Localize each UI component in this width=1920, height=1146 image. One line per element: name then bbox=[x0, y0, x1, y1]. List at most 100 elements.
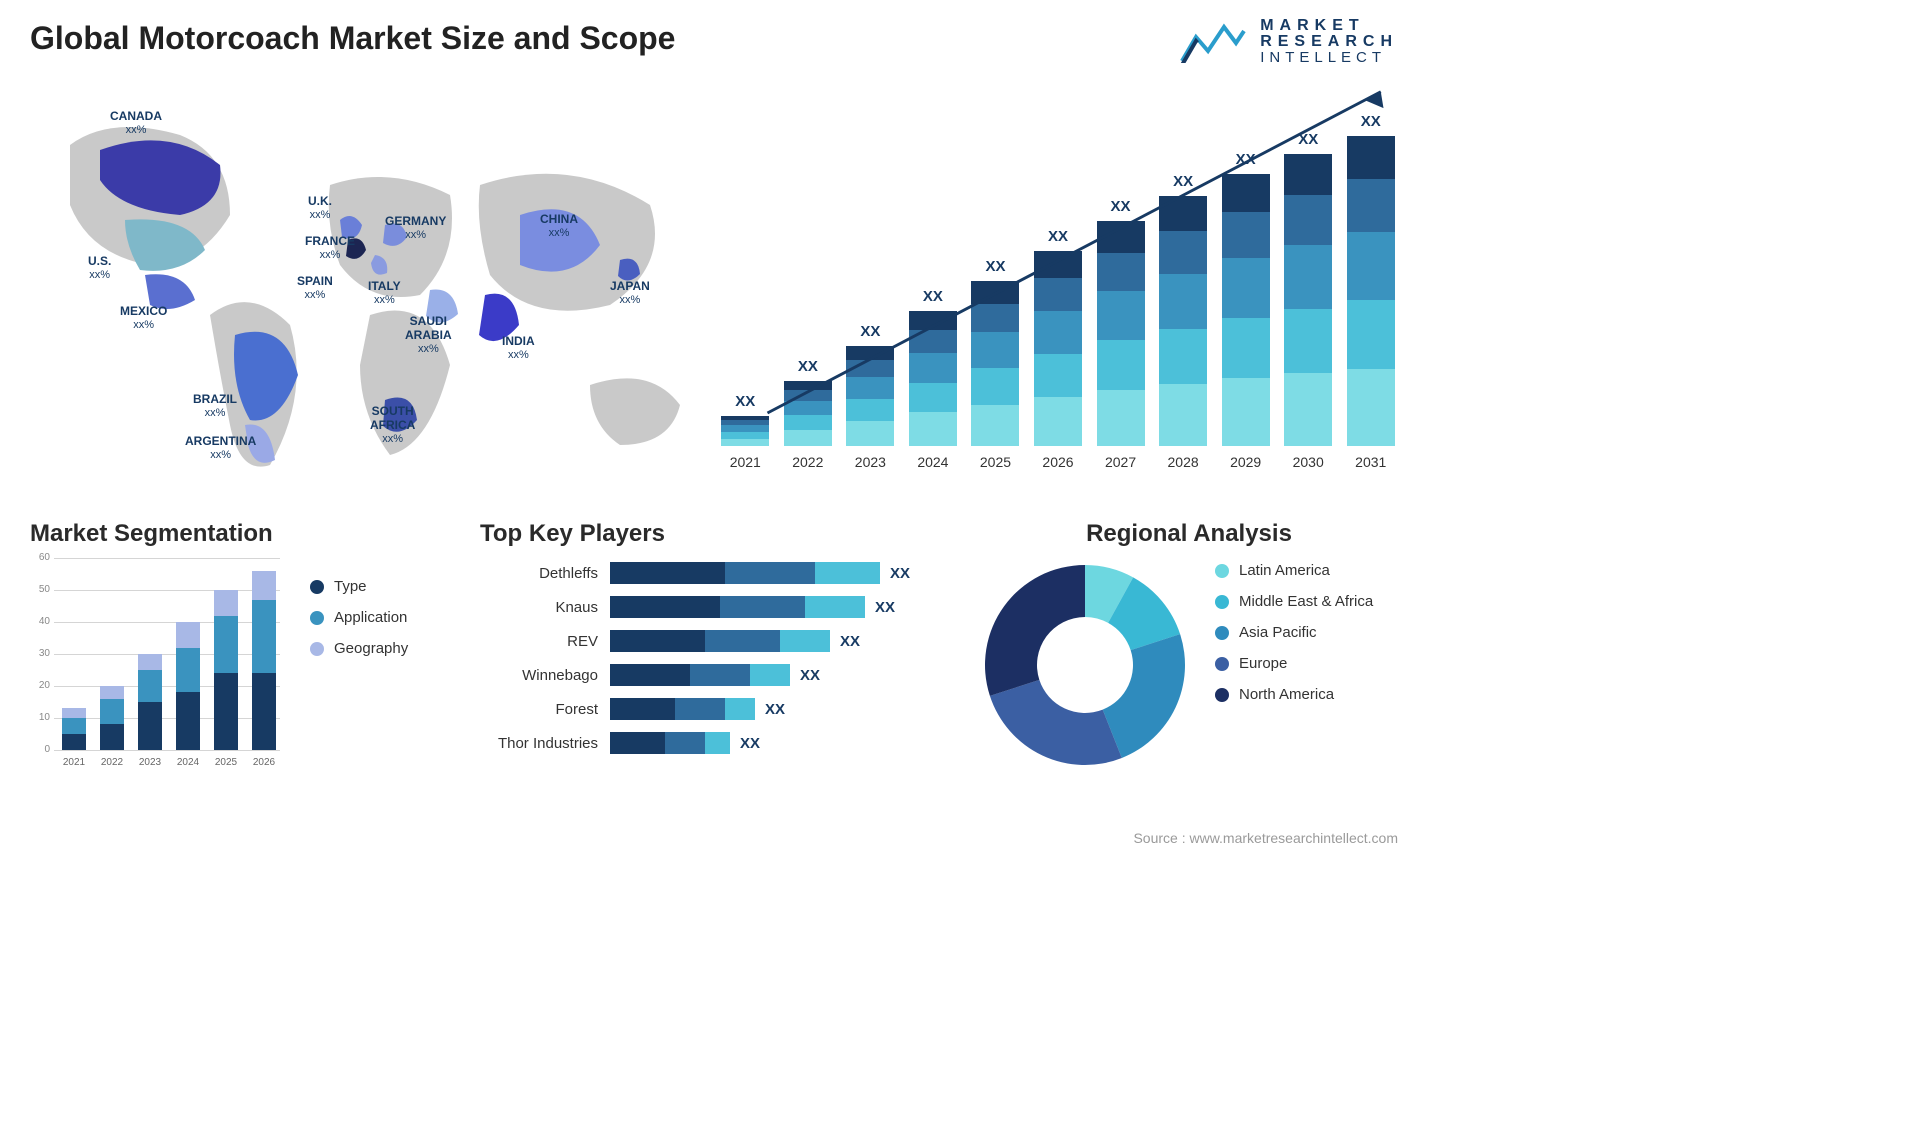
regional-title: Regional Analysis bbox=[980, 520, 1398, 548]
map-label-spain: SPAINxx% bbox=[297, 275, 333, 301]
bigchart-segment bbox=[721, 439, 769, 447]
bigchart-bar-2029: XX bbox=[1218, 151, 1273, 446]
seg-segment-geography bbox=[62, 708, 87, 718]
bigchart-segment bbox=[1347, 232, 1395, 300]
legend-swatch-icon bbox=[310, 642, 324, 656]
market-size-chart: XXXXXXXXXXXXXXXXXXXXXX 20212022202320242… bbox=[718, 100, 1398, 470]
player-name: Dethleffs bbox=[480, 565, 610, 582]
bigchart-segment bbox=[1097, 221, 1145, 253]
legend-label: Middle East & Africa bbox=[1239, 593, 1373, 610]
seg-ylabel: 10 bbox=[30, 712, 50, 723]
bigchart-bar-2022: XX bbox=[781, 358, 836, 446]
player-segment bbox=[610, 596, 720, 618]
seg-segment-application bbox=[100, 699, 125, 725]
bigchart-value-label: XX bbox=[923, 288, 943, 305]
bigchart-xlabel: 2026 bbox=[1031, 454, 1086, 470]
player-bar bbox=[610, 562, 880, 584]
map-label-u.k.: U.K.xx% bbox=[308, 195, 332, 221]
seg-xlabel: 2025 bbox=[210, 757, 242, 768]
bigchart-segment bbox=[1284, 154, 1332, 195]
source-text: Source : www.marketresearchintellect.com bbox=[1133, 830, 1398, 846]
bigchart-segment bbox=[1347, 179, 1395, 232]
map-label-saudi-arabia: SAUDIARABIAxx% bbox=[405, 315, 452, 355]
seg-ylabel: 60 bbox=[30, 552, 50, 563]
bigchart-segment bbox=[1097, 253, 1145, 291]
bigchart-segment bbox=[846, 377, 894, 399]
world-map: CANADAxx%U.S.xx%MEXICOxx%BRAZILxx%ARGENT… bbox=[30, 95, 700, 495]
segmentation-chart: 0102030405060202120222023202420252026 bbox=[30, 558, 280, 768]
player-bar bbox=[610, 698, 755, 720]
seg-ylabel: 0 bbox=[30, 744, 50, 755]
bigchart-segment bbox=[971, 332, 1019, 368]
bigchart-xlabel: 2021 bbox=[718, 454, 773, 470]
player-segment bbox=[610, 698, 675, 720]
seg-segment-application bbox=[176, 648, 201, 693]
seg-xlabel: 2023 bbox=[134, 757, 166, 768]
bigchart-value-label: XX bbox=[798, 358, 818, 375]
bigchart-xlabel: 2027 bbox=[1093, 454, 1148, 470]
bigchart-segment bbox=[1159, 274, 1207, 329]
player-segment bbox=[705, 630, 780, 652]
player-name: Forest bbox=[480, 701, 610, 718]
bigchart-value-label: XX bbox=[1048, 228, 1068, 245]
seg-legend-geography: Geography bbox=[310, 640, 408, 657]
bigchart-value-label: XX bbox=[1173, 173, 1193, 190]
bigchart-segment bbox=[846, 399, 894, 421]
logo-line3: INTELLECT bbox=[1260, 50, 1398, 65]
seg-segment-type bbox=[62, 734, 87, 750]
bigchart-segment bbox=[971, 304, 1019, 332]
donut-slice-north-america bbox=[985, 565, 1085, 696]
bigchart-segment bbox=[909, 383, 957, 413]
bigchart-xlabel: 2029 bbox=[1218, 454, 1273, 470]
bigchart-segment bbox=[1284, 373, 1332, 446]
bigchart-value-label: XX bbox=[1298, 131, 1318, 148]
map-label-brazil: BRAZILxx% bbox=[193, 393, 237, 419]
player-segment bbox=[780, 630, 830, 652]
regional-legend-asia-pacific: Asia Pacific bbox=[1215, 624, 1373, 641]
bigchart-segment bbox=[1222, 378, 1270, 446]
player-segment bbox=[705, 732, 730, 754]
bigchart-bar-2023: XX bbox=[843, 323, 898, 446]
seg-bar-2025 bbox=[210, 590, 242, 750]
player-bar bbox=[610, 732, 730, 754]
seg-segment-type bbox=[176, 692, 201, 750]
bigchart-segment bbox=[784, 401, 832, 415]
legend-swatch-icon bbox=[1215, 564, 1229, 578]
seg-segment-geography bbox=[214, 590, 239, 616]
players-panel: Top Key Players DethleffsXXKnausXXREVXXW… bbox=[480, 520, 980, 770]
seg-bar-2026 bbox=[248, 571, 280, 750]
seg-legend-type: Type bbox=[310, 578, 408, 595]
player-segment bbox=[610, 732, 665, 754]
seg-bar-2022 bbox=[96, 686, 128, 750]
legend-label: Geography bbox=[334, 640, 408, 657]
bigchart-segment bbox=[1222, 174, 1270, 212]
map-label-italy: ITALYxx% bbox=[368, 280, 401, 306]
logo-line2: RESEARCH bbox=[1260, 34, 1398, 50]
regional-legend-middle-east-africa: Middle East & Africa bbox=[1215, 593, 1373, 610]
player-row-forest: ForestXX bbox=[480, 694, 980, 724]
segmentation-legend: TypeApplicationGeography bbox=[310, 578, 408, 657]
seg-gridline bbox=[54, 750, 280, 751]
player-name: Knaus bbox=[480, 599, 610, 616]
bigchart-segment bbox=[1159, 196, 1207, 231]
seg-segment-geography bbox=[252, 571, 277, 600]
seg-bar-2021 bbox=[58, 708, 90, 750]
bigchart-segment bbox=[1284, 309, 1332, 373]
bigchart-segment bbox=[909, 353, 957, 383]
player-name: REV bbox=[480, 633, 610, 650]
bigchart-value-label: XX bbox=[860, 323, 880, 340]
legend-swatch-icon bbox=[1215, 626, 1229, 640]
seg-bar-2023 bbox=[134, 654, 166, 750]
player-row-thor-industries: Thor IndustriesXX bbox=[480, 728, 980, 758]
bigchart-segment bbox=[1097, 291, 1145, 341]
bigchart-segment bbox=[1347, 136, 1395, 179]
bigchart-segment bbox=[1159, 384, 1207, 447]
bigchart-segment bbox=[1034, 251, 1082, 278]
brand-logo: MARKET RESEARCH INTELLECT bbox=[1180, 18, 1398, 65]
bigchart-xlabel: 2028 bbox=[1156, 454, 1211, 470]
player-segment bbox=[665, 732, 705, 754]
legend-label: Type bbox=[334, 578, 367, 595]
players-title: Top Key Players bbox=[480, 520, 980, 548]
seg-ylabel: 40 bbox=[30, 616, 50, 627]
map-label-germany: GERMANYxx% bbox=[385, 215, 446, 241]
